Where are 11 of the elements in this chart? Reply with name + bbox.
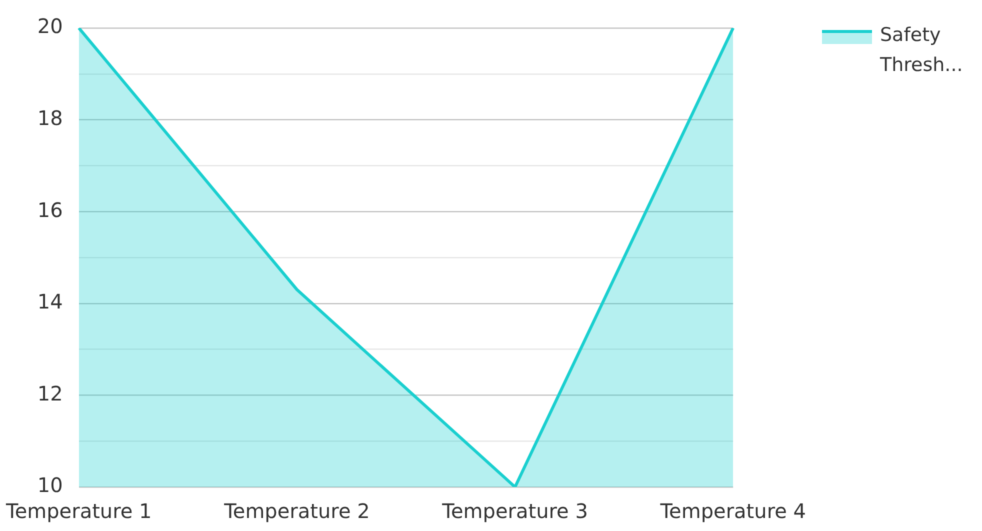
x-tick-label: Temperature 4 [659, 499, 806, 524]
y-tick-label: 20 [37, 14, 63, 38]
x-tick-label: Temperature 1 [4, 499, 152, 524]
legend-label: Safety Thresh... [880, 23, 964, 78]
x-tick-label: Temperature 3 [441, 499, 588, 524]
x-tick-label: Temperature 2 [223, 499, 370, 524]
y-tick-label: 14 [37, 290, 63, 314]
y-tick-label: 12 [37, 381, 63, 406]
y-tick-label: 10 [37, 473, 63, 498]
y-tick-label: 16 [37, 198, 63, 222]
y-tick-label: 18 [37, 106, 63, 130]
